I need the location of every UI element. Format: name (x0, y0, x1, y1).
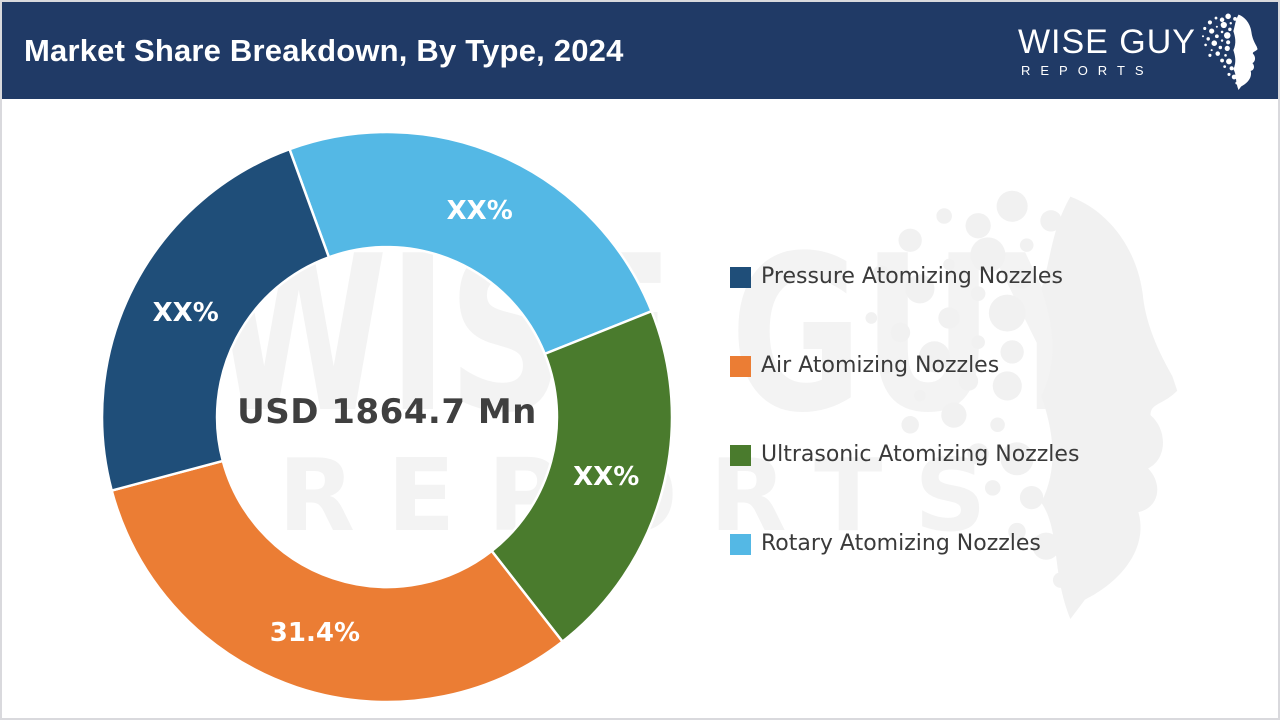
legend-swatch-rotary (730, 533, 751, 555)
donut-chart: XX% XX% 31.4% XX% (100, 130, 674, 704)
segment-value-label: XX% (153, 298, 219, 328)
legend-label-pressure: Pressure Atomizing Nozzles (761, 264, 1063, 289)
segment-value-label: XX% (447, 196, 513, 226)
legend-swatch-ultrasonic (730, 444, 751, 466)
legend-item-air: Air Atomizing Nozzles (730, 354, 1079, 378)
legend-item-rotary: Rotary Atomizing Nozzles (730, 532, 1079, 556)
donut-center-label: USD 1864.7 Mn (237, 392, 537, 432)
wiseguy-logo: WISE GUY REPORTS (1018, 12, 1260, 90)
legend-swatch-air (730, 355, 751, 377)
legend-label-ultrasonic: Ultrasonic Atomizing Nozzles (761, 442, 1080, 467)
segment-value-label: XX% (573, 462, 639, 492)
header-bar: Market Share Breakdown, By Type, 2024 WI… (2, 2, 1278, 99)
legend-swatch-pressure (730, 266, 751, 288)
legend-item-pressure: Pressure Atomizing Nozzles (730, 265, 1079, 289)
legend-label-rotary: Rotary Atomizing Nozzles (761, 531, 1041, 556)
segment-value-label: 31.4% (270, 618, 360, 648)
page-title: Market Share Breakdown, By Type, 2024 (24, 32, 624, 68)
face-profile-dots-icon (1198, 12, 1260, 90)
logo-subtitle: REPORTS (1020, 62, 1154, 78)
logo-wordmark: WISE GUY (1017, 22, 1196, 61)
chart-legend: Pressure Atomizing Nozzles Air Atomizing… (730, 265, 1079, 556)
legend-label-air: Air Atomizing Nozzles (761, 353, 1000, 378)
legend-item-ultrasonic: Ultrasonic Atomizing Nozzles (730, 443, 1079, 467)
donut-segment (490, 309, 674, 643)
donut-segment (100, 147, 331, 492)
donut-segment (110, 459, 564, 704)
watermark-face-icon (847, 182, 1187, 620)
logo-wordmark-block: WISE GUY REPORTS (1018, 25, 1196, 77)
donut-segment (288, 130, 653, 356)
